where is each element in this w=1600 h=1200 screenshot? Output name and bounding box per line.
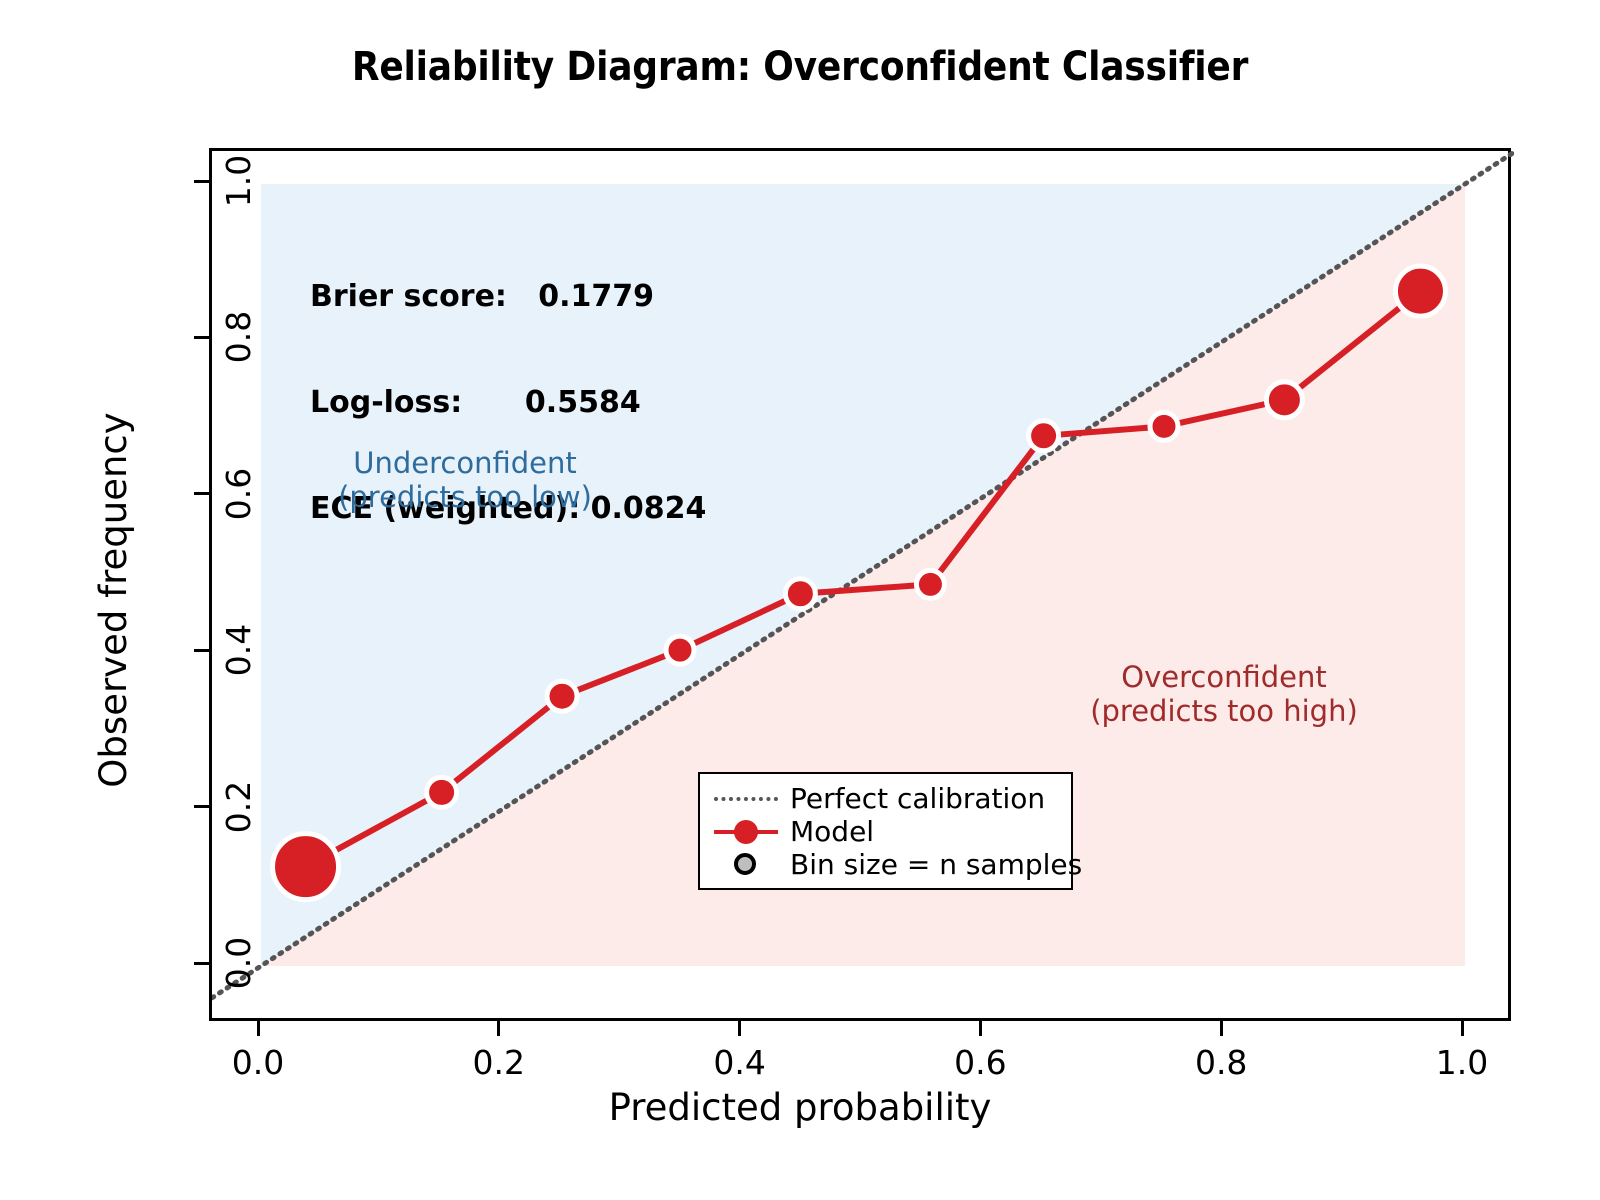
y-tick-label: 1.0 <box>218 154 258 208</box>
overconfident-line-1: Overconfident <box>1121 660 1327 694</box>
x-tick-label: 0.2 <box>472 1043 526 1082</box>
y-tick-mark <box>194 648 209 652</box>
underconfident-line-1: Underconfident <box>353 446 577 480</box>
y-tick-label: 0.8 <box>218 311 258 364</box>
overconfident-line-2: (predicts too high) <box>1090 694 1358 729</box>
model-markers <box>270 263 1448 903</box>
underconfident-line-2: (predicts too low) <box>338 480 592 515</box>
x-tick-mark <box>497 1021 501 1036</box>
y-tick-label: 0.4 <box>218 623 258 677</box>
gray-circle-icon <box>710 848 784 881</box>
y-tick-mark <box>194 805 209 809</box>
red-line-marker-icon <box>710 815 784 848</box>
y-tick-mark <box>194 335 209 339</box>
x-tick-mark <box>978 1021 982 1036</box>
legend-item-bin-size: Bin size = n samples <box>710 848 1082 881</box>
x-tick-mark <box>1460 1021 1464 1036</box>
x-tick-label: 0.8 <box>1194 1043 1248 1082</box>
y-tick-mark <box>194 179 209 183</box>
metric-logloss: Log-loss: 0.5584 <box>310 384 641 420</box>
legend-item-model: Model <box>710 815 1061 848</box>
metric-ece: ECE (weighted): 0.0824 <box>310 491 707 527</box>
underconfident-annotation: Underconfident (predicts too low) <box>338 446 592 514</box>
x-tick-mark <box>256 1021 260 1036</box>
dotted-line-icon <box>710 782 784 815</box>
plot-area <box>209 148 1514 1021</box>
x-tick-label: 1.0 <box>1435 1043 1489 1082</box>
y-tick-mark <box>194 961 209 965</box>
model-line <box>302 288 1424 870</box>
metric-brier: Brier score: 0.1779 <box>310 278 655 314</box>
x-tick-label: 0.0 <box>231 1043 285 1082</box>
legend-label-bin-size: Bin size = n samples <box>790 848 1083 881</box>
x-tick-mark <box>1219 1021 1223 1036</box>
x-tick-label: 0.6 <box>954 1043 1007 1082</box>
y-tick-label: 0.2 <box>218 780 258 833</box>
legend: Perfect calibration Model Bin size = n s… <box>698 772 1082 890</box>
x-tick-mark <box>738 1021 742 1036</box>
y-tick-label: 0.0 <box>218 936 258 990</box>
y-tick-mark <box>194 492 209 496</box>
legend-label-perfect-calibration: Perfect calibration <box>790 782 1046 815</box>
y-axis-label: Observed frequency <box>92 412 135 788</box>
legend-item-perfect-calibration: Perfect calibration <box>710 782 1061 815</box>
perfect-calibration-line <box>212 151 1514 1001</box>
metrics-textbox: Brier score: 0.1779 Log-loss: 0.5584 ECE… <box>310 208 706 597</box>
page-title: Reliability Diagram: Overconfident Class… <box>351 44 1249 90</box>
overconfident-annotation: Overconfident (predicts too high) <box>1090 660 1358 728</box>
y-tick-label: 0.6 <box>218 467 258 521</box>
x-axis-label: Predicted probability <box>608 1086 992 1129</box>
plot-canvas <box>212 151 1514 1001</box>
legend-label-model: Model <box>790 815 875 848</box>
x-tick-label: 0.4 <box>713 1043 766 1082</box>
